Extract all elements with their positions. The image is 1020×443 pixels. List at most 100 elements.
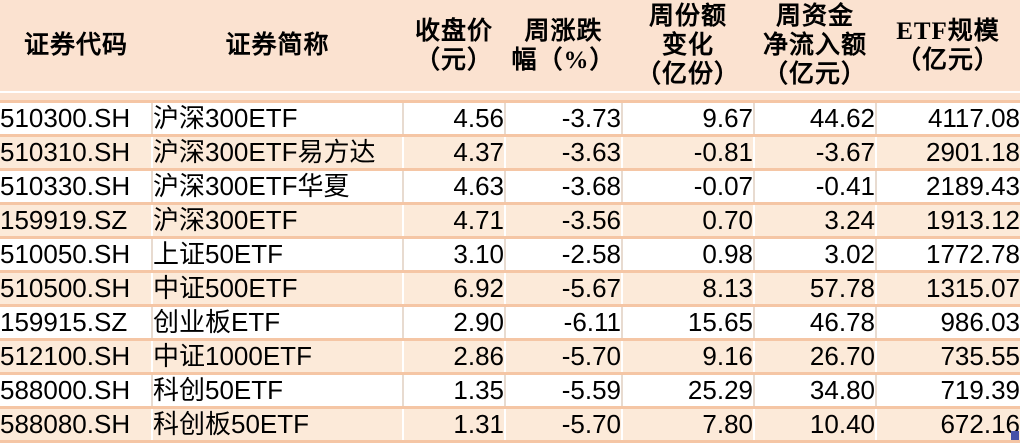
table-row: 510050.SH 上证50ETF 3.10 -2.58 0.98 3.02 1…: [0, 236, 1020, 272]
header-line: （亿份）: [635, 61, 740, 88]
cell-net-inflow: 10.40: [753, 406, 876, 443]
column-header-etf-scale: ETF规模 （亿元）: [876, 0, 1020, 93]
cell-pct-change: -3.73: [504, 100, 622, 136]
cell-code: 512100.SH: [0, 338, 152, 374]
cell-close: 1.31: [402, 406, 505, 443]
cell-code: 159919.SZ: [0, 202, 152, 238]
cell-name: 创业板ETF: [151, 304, 403, 340]
cell-etf-scale: 1315.07: [875, 270, 1020, 306]
header-gap-strip: [0, 92, 1020, 102]
cell-etf-scale: 672.16: [875, 406, 1020, 443]
header-line: 幅（%）: [511, 46, 616, 74]
cell-net-inflow: 3.02: [753, 236, 876, 272]
table-row: 512100.SH 中证1000ETF 2.86 -5.70 9.16 26.7…: [0, 338, 1020, 374]
header-row: 证券代码 证券简称 收盘价 （元） 周涨跌 幅（%） 周份额 变化 （亿份） 周…: [0, 0, 1020, 93]
table-row: 510310.SH 沪深300ETF易方达 4.37 -3.63 -0.81 -…: [0, 134, 1020, 170]
header-line: 周资金: [775, 3, 854, 30]
cell-etf-scale: 735.55: [875, 338, 1020, 374]
column-header-weekly-change: 周涨跌 幅（%）: [505, 0, 622, 93]
cell-etf-scale: 2901.18: [875, 134, 1020, 170]
header-line: 变化: [661, 32, 714, 59]
cell-name: 科创50ETF: [151, 372, 403, 408]
column-header-share-change: 周份额 变化 （亿份）: [622, 0, 754, 93]
cell-close: 3.10: [402, 236, 505, 272]
cell-close: 4.63: [402, 168, 505, 204]
cell-close: 2.86: [402, 338, 505, 374]
cell-name: 沪深300ETF: [151, 100, 403, 136]
cell-share-chg: 8.13: [621, 270, 754, 306]
cell-code: 510330.SH: [0, 168, 152, 204]
cell-code: 510050.SH: [0, 236, 152, 272]
table-row: 159919.SZ 沪深300ETF 4.71 -3.56 0.70 3.24 …: [0, 202, 1020, 238]
column-header-close-price: 收盘价 （元）: [403, 0, 505, 93]
header-line: 证券代码: [23, 32, 128, 59]
header-line: 周涨跌: [524, 17, 603, 45]
header-line: 周份额: [648, 3, 727, 30]
header-line: 净流入额: [762, 32, 867, 59]
cell-net-inflow: 3.24: [753, 202, 876, 238]
header-line: （亿元）: [762, 61, 867, 88]
cell-close: 6.92: [402, 270, 505, 306]
cell-name: 科创板50ETF: [151, 406, 403, 443]
cell-pct-change: -5.59: [504, 372, 622, 408]
cell-code: 510500.SH: [0, 270, 152, 306]
cell-pct-change: -3.63: [504, 134, 622, 170]
cell-net-inflow: 34.80: [753, 372, 876, 408]
cell-share-chg: 9.16: [621, 338, 754, 374]
cell-name: 中证1000ETF: [151, 338, 403, 374]
column-header-code: 证券代码: [0, 0, 152, 93]
table-row: 588000.SH 科创50ETF 1.35 -5.59 25.29 34.80…: [0, 372, 1020, 408]
cell-code: 510300.SH: [0, 100, 152, 136]
fill-handle[interactable]: [1011, 431, 1019, 440]
cell-pct-change: -3.56: [504, 202, 622, 238]
cell-pct-change: -3.68: [504, 168, 622, 204]
cell-name: 中证500ETF: [151, 270, 403, 306]
cell-share-chg: 0.70: [621, 202, 754, 238]
cell-name: 沪深300ETF: [151, 202, 403, 238]
cell-share-chg: -0.07: [621, 168, 754, 204]
cell-etf-scale: 1913.12: [875, 202, 1020, 238]
cell-code: 159915.SZ: [0, 304, 152, 340]
cell-close: 1.35: [402, 372, 505, 408]
cell-close: 4.56: [402, 100, 505, 136]
cell-pct-change: -5.67: [504, 270, 622, 306]
cell-net-inflow: -0.41: [753, 168, 876, 204]
cell-pct-change: -6.11: [504, 304, 622, 340]
table-row: 510330.SH 沪深300ETF华夏 4.63 -3.68 -0.07 -0…: [0, 168, 1020, 204]
cell-close: 4.37: [402, 134, 505, 170]
cell-etf-scale: 1772.78: [875, 236, 1020, 272]
cell-share-chg: 7.80: [621, 406, 754, 443]
cell-pct-change: -5.70: [504, 406, 622, 443]
cell-net-inflow: 44.62: [753, 100, 876, 136]
table-row: 588080.SH 科创板50ETF 1.31 -5.70 7.80 10.40…: [0, 406, 1020, 443]
cell-code: 588080.SH: [0, 406, 152, 443]
header-line: （亿元）: [895, 46, 1000, 74]
header-line: 收盘价: [414, 17, 493, 45]
cell-code: 510310.SH: [0, 134, 152, 170]
cell-share-chg: 0.98: [621, 236, 754, 272]
header-line: ETF规模: [896, 17, 1000, 45]
table-row: 510500.SH 中证500ETF 6.92 -5.67 8.13 57.78…: [0, 270, 1020, 306]
cell-etf-scale: 2189.43: [875, 168, 1020, 204]
header-line: （元）: [414, 46, 493, 74]
cell-share-chg: 25.29: [621, 372, 754, 408]
cell-name: 沪深300ETF华夏: [151, 168, 403, 204]
column-header-name: 证券简称: [152, 0, 403, 93]
header-line: 证券简称: [225, 32, 330, 59]
cell-pct-change: -2.58: [504, 236, 622, 272]
cell-net-inflow: 46.78: [753, 304, 876, 340]
cell-net-inflow: 26.70: [753, 338, 876, 374]
cell-etf-scale: 719.39: [875, 372, 1020, 408]
cell-close: 2.90: [402, 304, 505, 340]
cell-net-inflow: 57.78: [753, 270, 876, 306]
cell-share-chg: -0.81: [621, 134, 754, 170]
cell-pct-change: -5.70: [504, 338, 622, 374]
cell-share-chg: 9.67: [621, 100, 754, 136]
table-row: 159915.SZ 创业板ETF 2.90 -6.11 15.65 46.78 …: [0, 304, 1020, 340]
cell-share-chg: 15.65: [621, 304, 754, 340]
cell-close: 4.71: [402, 202, 505, 238]
cell-etf-scale: 4117.08: [875, 100, 1020, 136]
cell-name: 沪深300ETF易方达: [151, 134, 403, 170]
table-row: 510300.SH 沪深300ETF 4.56 -3.73 9.67 44.62…: [0, 100, 1020, 136]
